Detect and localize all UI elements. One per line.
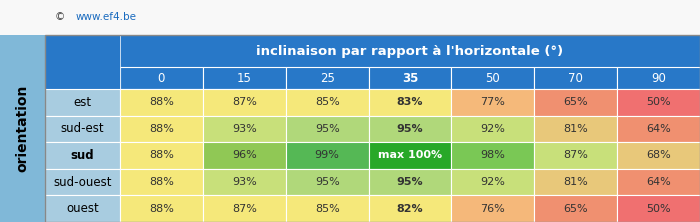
Text: 88%: 88%: [149, 204, 174, 214]
Text: 95%: 95%: [315, 177, 340, 187]
Text: 64%: 64%: [646, 124, 671, 134]
Text: 98%: 98%: [480, 151, 505, 161]
Text: 95%: 95%: [397, 177, 424, 187]
Text: 50: 50: [486, 71, 500, 85]
Text: 87%: 87%: [564, 151, 588, 161]
Text: 99%: 99%: [315, 151, 340, 161]
Text: 70: 70: [568, 71, 583, 85]
Text: 85%: 85%: [315, 204, 340, 214]
Text: 87%: 87%: [232, 204, 257, 214]
Text: 95%: 95%: [315, 124, 340, 134]
Text: 50%: 50%: [646, 97, 671, 107]
Text: max 100%: max 100%: [378, 151, 442, 161]
Text: 77%: 77%: [480, 97, 505, 107]
Text: 88%: 88%: [149, 177, 174, 187]
Text: 87%: 87%: [232, 97, 257, 107]
Text: 92%: 92%: [480, 177, 505, 187]
Text: 82%: 82%: [397, 204, 424, 214]
Text: 35: 35: [402, 71, 418, 85]
Text: 96%: 96%: [232, 151, 257, 161]
Text: 93%: 93%: [232, 177, 257, 187]
Text: 15: 15: [237, 71, 252, 85]
Text: est: est: [74, 96, 92, 109]
Text: sud-ouest: sud-ouest: [53, 176, 112, 189]
Text: 90: 90: [651, 71, 666, 85]
Text: 25: 25: [320, 71, 335, 85]
Text: 92%: 92%: [480, 124, 505, 134]
Text: 50%: 50%: [646, 204, 671, 214]
Text: orientation: orientation: [15, 85, 29, 172]
Text: 93%: 93%: [232, 124, 257, 134]
Text: inclinaison par rapport à l'horizontale (°): inclinaison par rapport à l'horizontale …: [256, 44, 564, 57]
Text: 95%: 95%: [397, 124, 424, 134]
Text: sud-est: sud-est: [61, 122, 104, 135]
Text: 76%: 76%: [480, 204, 505, 214]
Text: 81%: 81%: [564, 124, 588, 134]
Text: 64%: 64%: [646, 177, 671, 187]
Text: ©: ©: [55, 12, 69, 22]
Text: 88%: 88%: [149, 97, 174, 107]
Text: 85%: 85%: [315, 97, 340, 107]
Text: sud: sud: [71, 149, 94, 162]
Text: 81%: 81%: [564, 177, 588, 187]
Text: 88%: 88%: [149, 124, 174, 134]
Text: www.ef4.be: www.ef4.be: [76, 12, 136, 22]
Text: 88%: 88%: [149, 151, 174, 161]
Text: 0: 0: [158, 71, 165, 85]
Text: 65%: 65%: [564, 97, 588, 107]
Text: ouest: ouest: [66, 202, 99, 215]
Text: 68%: 68%: [646, 151, 671, 161]
Text: 83%: 83%: [397, 97, 424, 107]
Text: 65%: 65%: [564, 204, 588, 214]
